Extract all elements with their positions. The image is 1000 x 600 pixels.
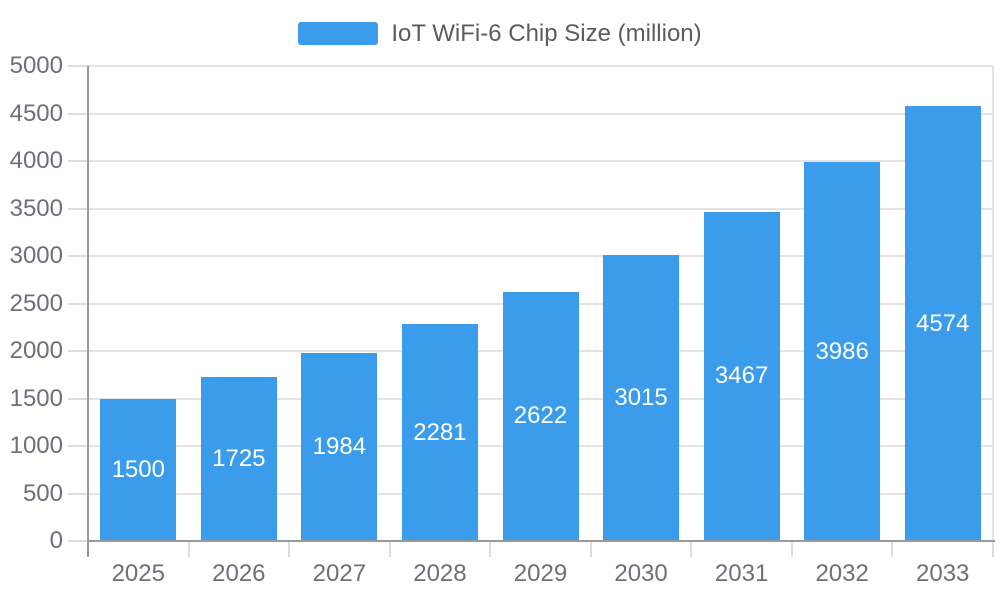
bar-2029[interactable]: 2622 [502,291,579,540]
x-axis-tick [589,541,592,557]
bar-value-label: 4574 [916,309,970,337]
bar-2032[interactable]: 3986 [804,162,881,540]
legend-item[interactable]: IoT WiFi-6 Chip Size (million) [0,20,1000,47]
y-axis-tick [68,65,88,67]
y-gridline [88,255,993,257]
bar-2027[interactable]: 1984 [301,352,378,540]
x-axis-label: 2027 [312,560,367,587]
legend-marker [298,22,379,45]
x-axis-tick [288,541,291,557]
x-axis-tick [187,541,190,557]
bar-value-label: 1725 [212,445,266,473]
x-axis-tick [388,541,391,557]
y-axis-label: 0 [49,527,63,554]
x-axis-label: 2032 [815,560,869,587]
y-gridline [88,160,993,162]
y-axis-tick [68,255,88,257]
x-axis-tick [690,541,693,557]
bar-value-label: 3986 [815,337,869,365]
x-axis-label: 2026 [212,560,266,587]
bar-value-label: 3015 [614,383,668,411]
bar-value-label: 2281 [413,418,467,446]
x-axis-label: 2033 [916,560,970,587]
bar-2026[interactable]: 1725 [200,377,277,540]
y-axis-tick [68,302,88,305]
x-axis-line [88,540,995,542]
x-axis-tick [489,541,492,557]
bar-value-label: 3467 [714,362,769,390]
x-axis-label: 2031 [714,560,769,587]
y-axis-tick [68,112,88,115]
y-axis-label: 500 [22,479,63,507]
legend-label: IoT WiFi-6 Chip Size (million) [391,20,702,47]
y-axis-line [87,66,89,557]
bar-2033[interactable]: 4574 [904,106,981,540]
y-axis-label: 1000 [9,432,63,459]
y-axis-label: 4500 [9,99,63,127]
y-gridline [88,207,993,210]
x-axis-tick [891,541,894,557]
bar-value-label: 2622 [513,402,568,430]
bar-2028[interactable]: 2281 [401,324,478,540]
v-gridline [992,66,994,541]
x-axis-label: 2025 [111,560,165,587]
bar-value-label: 1500 [111,455,165,483]
y-gridline [88,112,993,115]
y-axis-label: 4000 [9,147,63,174]
x-axis-label: 2030 [614,560,668,587]
y-axis-tick [68,540,88,542]
y-axis-label: 2000 [9,337,63,364]
y-axis-label: 2500 [9,289,63,317]
y-axis-tick [68,445,88,447]
x-axis-tick [790,541,793,557]
y-axis-tick [68,160,88,162]
y-axis-label: 3000 [9,242,63,269]
x-axis-tick [992,541,994,557]
bar-value-label: 1984 [312,432,367,460]
y-axis-label: 3500 [9,194,63,222]
x-axis-label: 2028 [413,560,467,587]
bar-2025[interactable]: 1500 [100,398,177,540]
y-axis-label: 1500 [9,384,63,412]
y-gridline [88,65,993,67]
bar-2030[interactable]: 3015 [603,254,680,540]
y-axis-tick [68,492,88,495]
y-axis-tick [68,207,88,210]
y-axis-tick [68,397,88,400]
x-axis-label: 2029 [513,560,568,587]
y-axis-label: 5000 [9,52,63,79]
y-axis-tick [68,350,88,352]
bar-2031[interactable]: 3467 [703,211,780,540]
